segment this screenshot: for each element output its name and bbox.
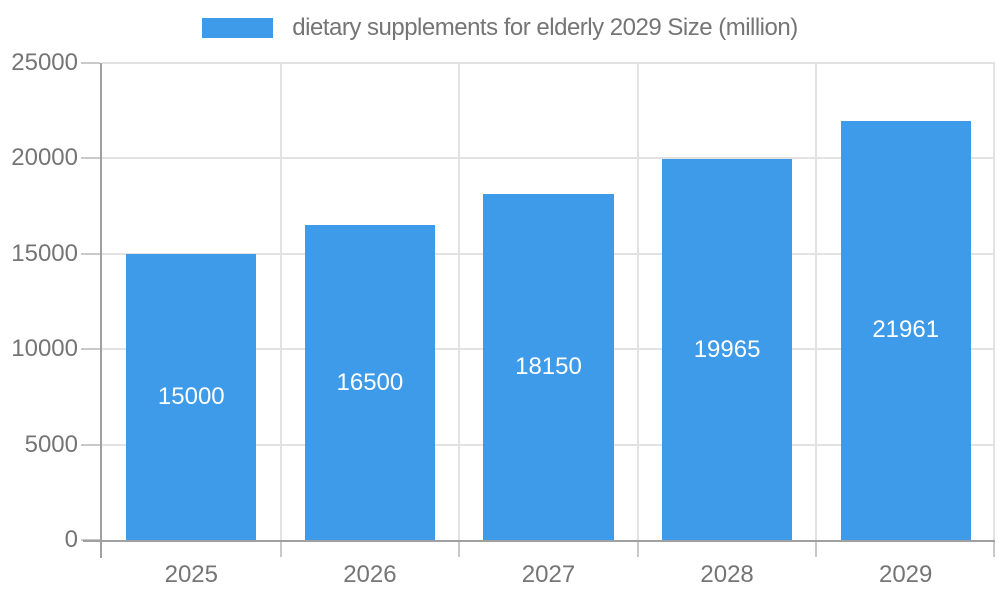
gridline-x-3: [636, 63, 639, 540]
bar-value-label-2028: 19965: [693, 335, 761, 363]
y-axis-label-25000: 25000: [11, 49, 78, 76]
tick-y-25000: [81, 62, 100, 64]
y-axis-label-5000: 5000: [24, 430, 78, 458]
legend-label[interactable]: dietary supplements for elderly 2029 Siz…: [292, 14, 798, 41]
legend[interactable]: dietary supplements for elderly 2029 Siz…: [0, 14, 1000, 42]
y-axis-label-15000: 15000: [11, 239, 78, 267]
bar-2028: 19965: [662, 159, 793, 540]
tick-y-20000: [81, 157, 100, 160]
x-axis-line: [83, 540, 995, 542]
bar-value-label-2027: 18150: [515, 352, 582, 380]
y-axis-label-10000: 10000: [11, 335, 78, 363]
x-axis-label-2027: 2027: [521, 561, 576, 588]
x-axis-label-2026: 2026: [343, 561, 397, 588]
tick-y-10000: [81, 348, 100, 351]
gridline-x-2: [458, 63, 461, 540]
tick-y-15000: [81, 252, 100, 255]
gridline-x-1: [279, 63, 282, 540]
bar-2029: 21961: [840, 120, 971, 540]
tick-x-5: [993, 540, 995, 557]
bar-value-label-2029: 21961: [872, 316, 940, 344]
x-axis-label-2028: 2028: [700, 561, 754, 588]
y-axis-label-0: 0: [64, 526, 78, 553]
gridline-x-5: [993, 63, 995, 540]
x-axis-label-2025: 2025: [164, 561, 218, 588]
tick-x-1: [279, 540, 282, 557]
y-axis-line: [100, 63, 102, 558]
bar-2026: 16500: [304, 225, 435, 540]
x-axis-label-2029: 2029: [878, 561, 933, 588]
tick-x-2: [458, 540, 461, 557]
bar-2025: 15000: [126, 253, 257, 540]
bar-2027: 18150: [483, 193, 614, 540]
bar-value-label-2025: 15000: [157, 382, 225, 410]
y-axis-label-20000: 20000: [11, 144, 78, 172]
plot-area: 0 5000 10000 15000 20000 25000 15000 2025 16500 2…: [11, 49, 995, 588]
bar-value-label-2026: 16500: [336, 368, 404, 396]
legend-swatch[interactable]: [202, 18, 274, 38]
tick-x-3: [636, 540, 639, 557]
gridline-x-4: [815, 63, 818, 540]
gridline-y-25000: [102, 62, 995, 64]
tick-y-5000: [81, 443, 100, 446]
tick-x-4: [815, 540, 818, 557]
